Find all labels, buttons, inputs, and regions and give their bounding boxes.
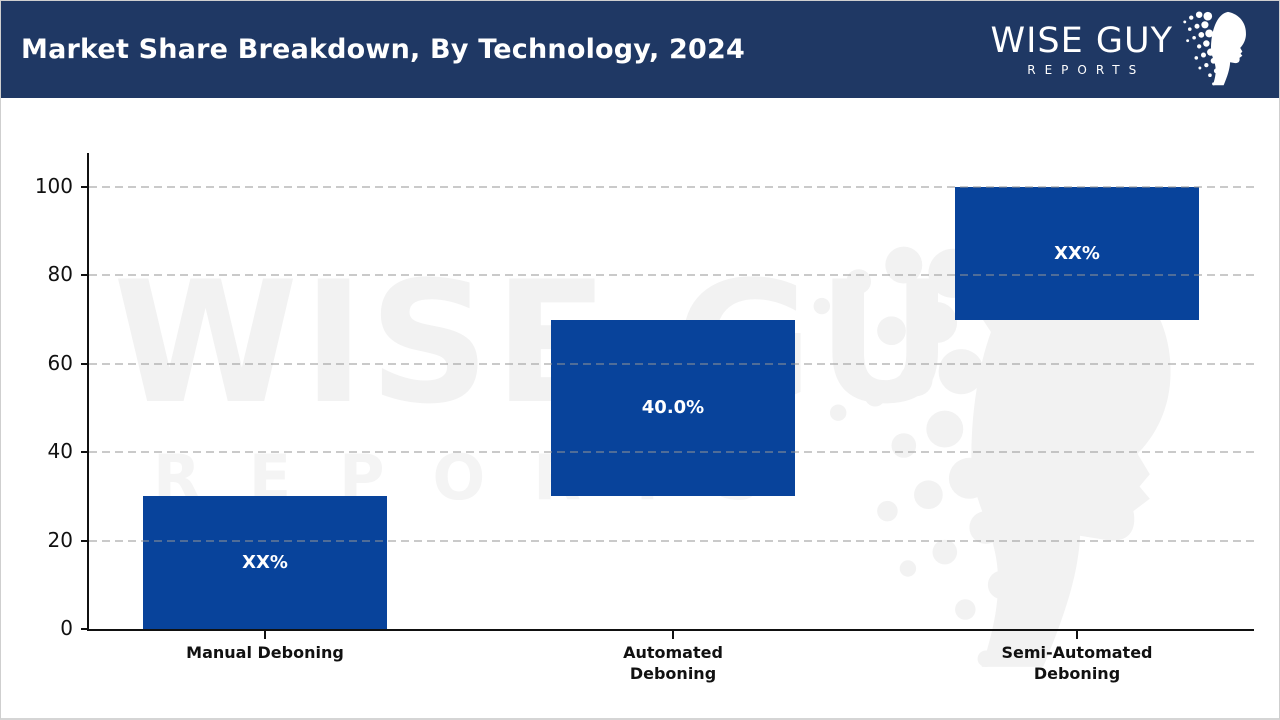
y-tick-label: 20 bbox=[47, 527, 73, 552]
y-axis-tick bbox=[81, 628, 89, 630]
y-tick-label: 60 bbox=[47, 350, 73, 375]
gridline bbox=[89, 274, 1254, 277]
category-label: Semi-Automated Deboning bbox=[1001, 643, 1153, 684]
bar-value-label: 40.0% bbox=[641, 397, 705, 419]
header: Market Share Breakdown, By Technology, 2… bbox=[1, 1, 1279, 98]
bar bbox=[551, 319, 795, 497]
x-axis-line bbox=[87, 629, 1254, 631]
bar-value-label: XX% bbox=[242, 552, 288, 574]
y-tick-label: 40 bbox=[47, 439, 73, 464]
category-label: Manual Deboning bbox=[186, 643, 344, 662]
category-label: Automated Deboning bbox=[623, 643, 723, 684]
gridline bbox=[89, 451, 1254, 454]
logo-text: WISE GUY REPORTS bbox=[990, 20, 1173, 77]
gridline bbox=[89, 539, 1254, 542]
logo-subtitle: REPORTS bbox=[1027, 62, 1146, 77]
y-axis-tick bbox=[81, 362, 89, 365]
gridline bbox=[89, 186, 1254, 188]
y-axis-tick bbox=[81, 451, 89, 454]
page-title: Market Share Breakdown, By Technology, 2… bbox=[21, 34, 746, 65]
x-axis-tick bbox=[264, 631, 266, 639]
wiseguy-logo: WISE GUY REPORTS bbox=[990, 10, 1251, 90]
x-axis-tick bbox=[1076, 631, 1078, 639]
face-profile-icon bbox=[1179, 10, 1251, 90]
y-axis-tick bbox=[81, 539, 89, 542]
y-axis-tick bbox=[81, 186, 89, 188]
y-tick-label: 80 bbox=[47, 262, 73, 287]
x-axis-tick bbox=[672, 631, 674, 639]
logo-wordmark: WISE GUY bbox=[990, 20, 1173, 61]
y-tick-label: 100 bbox=[34, 174, 73, 198]
y-axis-tick bbox=[81, 274, 89, 277]
y-axis-line bbox=[87, 153, 89, 631]
bar bbox=[143, 496, 387, 629]
y-tick-label: 0 bbox=[60, 616, 73, 640]
bar-value-label: XX% bbox=[1054, 242, 1100, 264]
gridline bbox=[89, 362, 1254, 365]
